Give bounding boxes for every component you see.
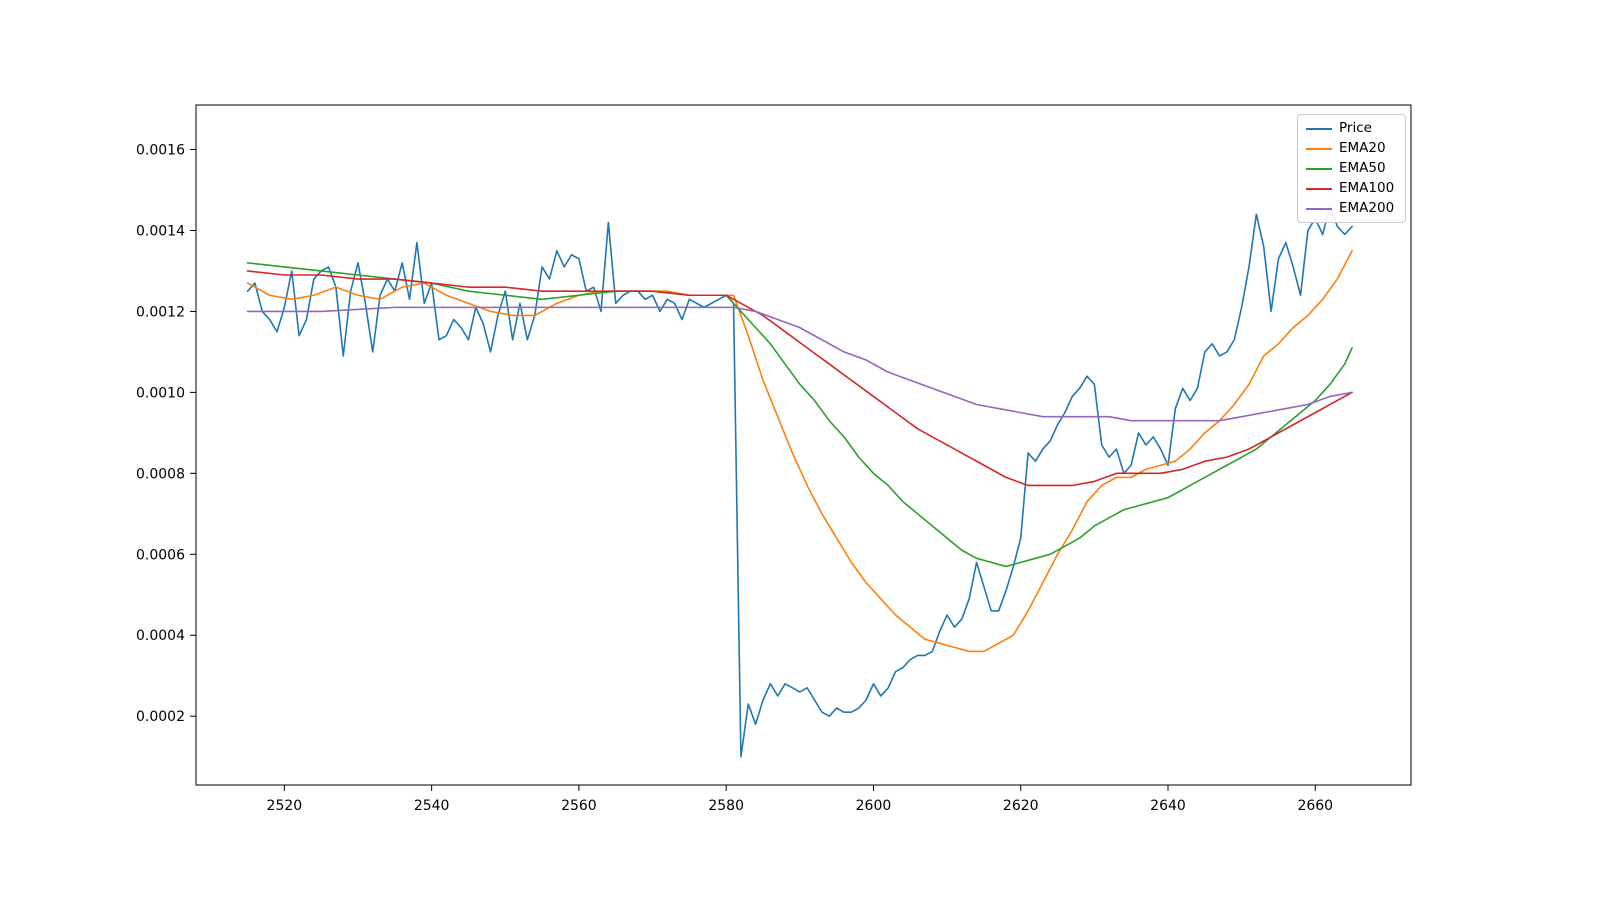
ema200-line — [246, 306, 1353, 422]
ema20-line — [246, 249, 1353, 653]
legend-item-price: Price — [1306, 120, 1397, 137]
x-tick-label: 2540 — [414, 798, 450, 814]
y-tick-label: 0.0016 — [136, 143, 185, 159]
x-tick-label: 2560 — [561, 798, 597, 814]
legend-label-price: Price — [1339, 119, 1372, 136]
legend-item-ema100: EMA100 — [1306, 180, 1397, 197]
legend-label-ema20: EMA20 — [1339, 139, 1386, 156]
plot-border — [195, 104, 1412, 786]
ema100-line — [246, 270, 1353, 487]
price-line-swatch — [1306, 127, 1332, 130]
legend-label-ema50: EMA50 — [1339, 159, 1386, 176]
ema50-line-swatch — [1306, 167, 1332, 170]
legend-item-ema20: EMA20 — [1306, 140, 1397, 157]
legend-item-ema200: EMA200 — [1306, 200, 1397, 217]
y-tick-label: 0.0004 — [136, 628, 185, 644]
y-tick-label: 0.0006 — [136, 547, 185, 563]
x-tick-label: 2520 — [267, 798, 303, 814]
x-tick-label: 2660 — [1297, 798, 1333, 814]
ema20-line-swatch — [1306, 147, 1332, 150]
price-line — [246, 205, 1353, 758]
x-tick-label: 2580 — [708, 798, 744, 814]
x-tick-label: 2600 — [856, 798, 892, 814]
y-tick-label: 0.0010 — [136, 385, 185, 401]
x-tick-label: 2640 — [1150, 798, 1186, 814]
ema50-line — [246, 262, 1353, 568]
legend: Price EMA20 EMA50 EMA100 EMA200 — [1297, 114, 1406, 223]
y-tick-label: 0.0012 — [136, 304, 185, 320]
legend-label-ema100: EMA100 — [1339, 179, 1395, 196]
y-tick-label: 0.0014 — [136, 223, 185, 239]
legend-item-ema50: EMA50 — [1306, 160, 1397, 177]
y-tick-label: 0.0002 — [136, 709, 185, 725]
legend-label-ema200: EMA200 — [1339, 199, 1395, 216]
ema100-line-swatch — [1306, 187, 1332, 190]
y-tick-label: 0.0008 — [136, 466, 185, 482]
x-tick-label: 2620 — [1003, 798, 1039, 814]
ema200-line-swatch — [1306, 207, 1332, 210]
